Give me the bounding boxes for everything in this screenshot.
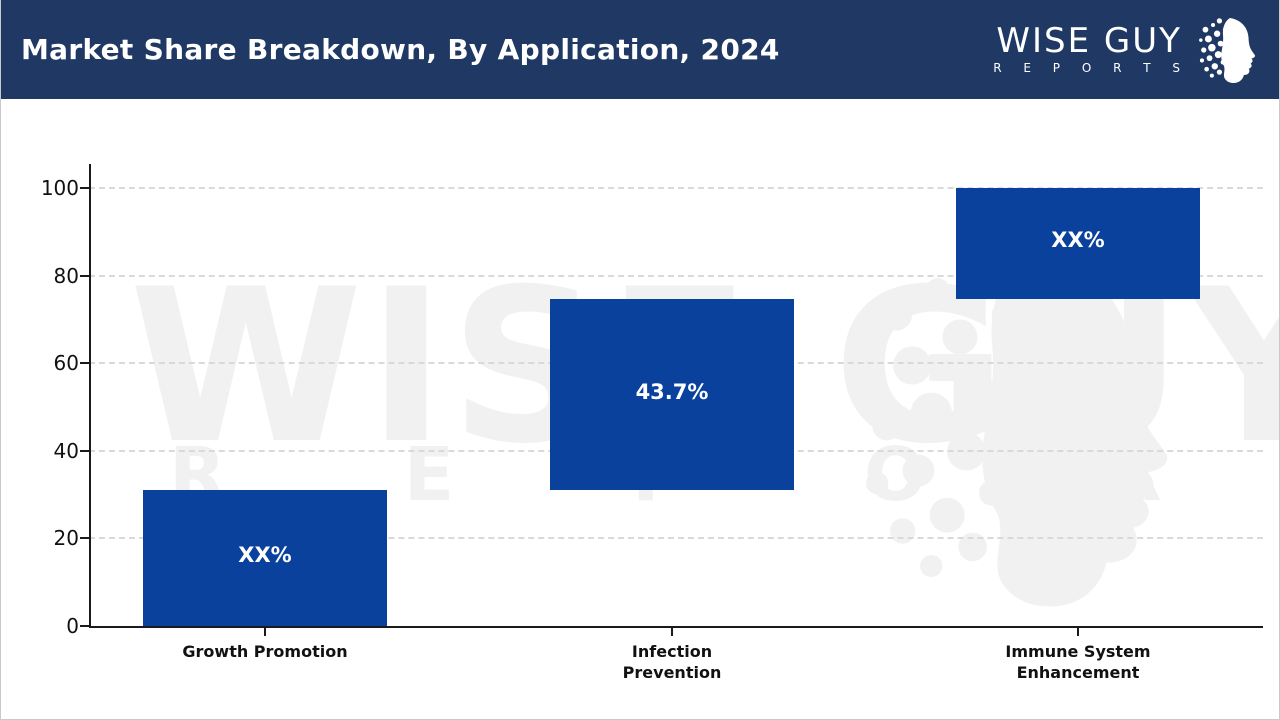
x-category-label: Infection Prevention [622,642,722,682]
y-tick-label: 20 [53,526,79,551]
brand-name: WISE GUY [996,21,1182,61]
header-bar: Market Share Breakdown, By Application, … [1,0,1279,99]
y-tick-mark-100 [80,187,89,189]
bar-2 [550,298,794,491]
y-tick-mark-0 [80,625,89,627]
x-axis-line [89,626,1263,628]
gridline-20 [89,537,1263,540]
brand-logo: WISE GUY R E P O R T S [989,6,1261,94]
y-tick-mark-40 [80,449,89,452]
gridline-80 [89,274,1263,277]
y-tick-label: 80 [53,263,79,288]
y-tick-label: 40 [53,438,79,463]
y-axis-line [89,164,91,628]
y-tick-label: 0 [66,614,79,638]
x-tick-mark-1 [264,628,266,636]
brand-wordmark: WISE GUY R E P O R T S [989,24,1189,75]
y-tick-mark-20 [80,537,89,540]
bar-1 [143,490,387,626]
y-tick-label: 100 [40,176,79,200]
x-category-label: Immune System Enhancement [1005,642,1151,682]
chart-title: Market Share Breakdown, By Application, … [21,33,780,66]
bar-3 [956,188,1200,299]
x-tick-mark-2 [671,628,673,636]
y-tick-label: 60 [53,351,79,376]
x-category-label: Growth Promotion [182,642,348,661]
gridline-100 [89,187,1263,189]
bar-value-label: 43.7% [635,379,709,404]
bar-value-label: XX% [1051,228,1105,253]
bar-value-label: XX% [238,543,292,568]
brand-face-icon [1195,6,1259,94]
brand-subtitle: R E P O R T S [993,61,1189,75]
y-tick-mark-80 [80,274,89,277]
y-tick-mark-60 [80,362,89,365]
x-tick-mark-3 [1077,628,1079,636]
